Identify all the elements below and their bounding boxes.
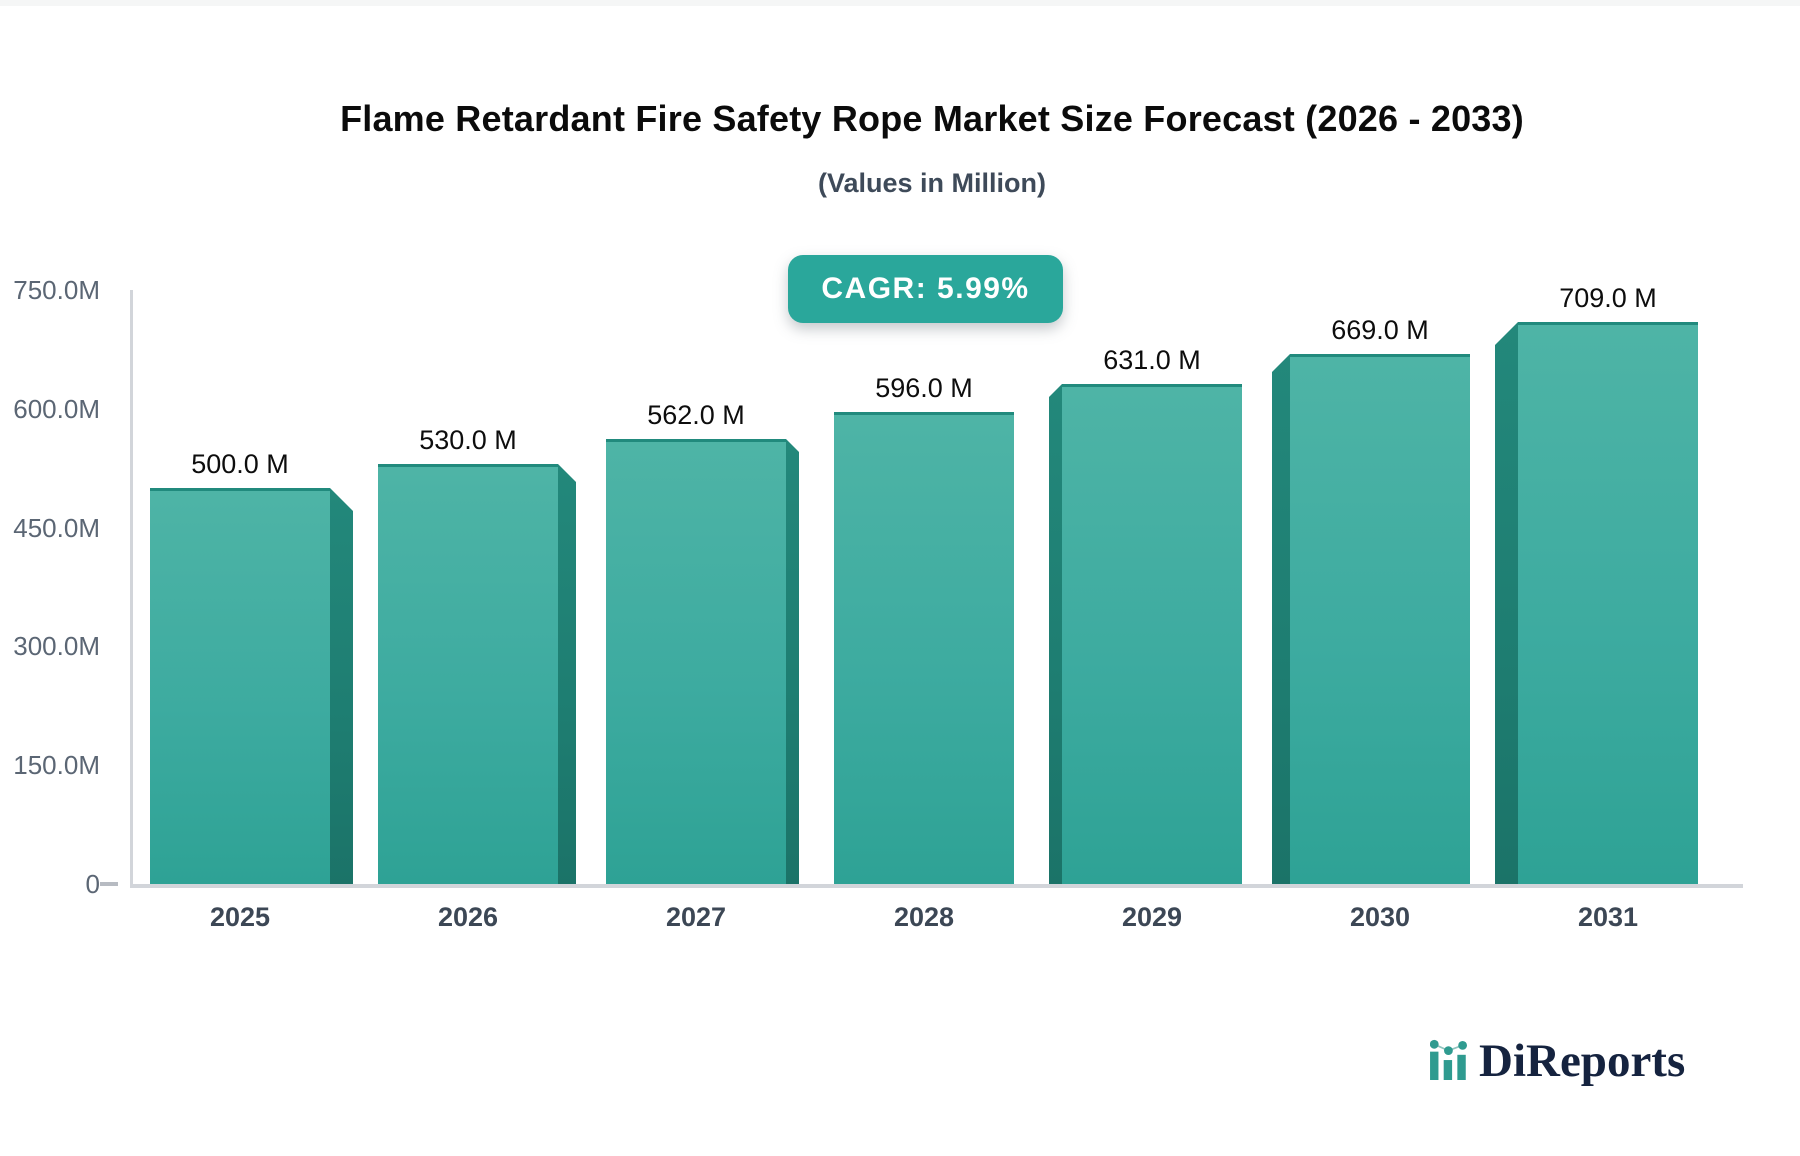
logo-text: DiReports — [1479, 1035, 1686, 1087]
bar-value-label: 669.0 M — [1331, 315, 1429, 345]
bar — [150, 488, 330, 884]
chart-subtitle: (Values in Million) — [817, 168, 1047, 198]
bar-side-face — [786, 439, 799, 884]
bar-value-label: 562.0 M — [647, 400, 745, 430]
x-axis-label: 2027 — [665, 902, 727, 932]
bar — [1518, 322, 1698, 884]
x-axis-label: 2025 — [209, 902, 271, 932]
bar-side-face — [330, 488, 353, 884]
y-axis-tick-label: 0 — [85, 869, 100, 899]
zero-tick-mark — [100, 882, 118, 886]
bar — [834, 412, 1014, 884]
x-axis-label: 2029 — [1121, 902, 1183, 932]
y-axis-tick-label: 300.0M — [13, 631, 100, 662]
x-axis-label: 2026 — [437, 902, 499, 932]
bar — [606, 439, 786, 884]
x-axis-label: 2028 — [893, 902, 955, 932]
x-axis-line — [130, 884, 1743, 888]
bar-side-face — [558, 464, 576, 884]
bar-value-label: 709.0 M — [1559, 283, 1657, 313]
y-axis-tick-label: 450.0M — [13, 512, 100, 543]
top-strip — [0, 0, 1800, 6]
bar-side-face — [1272, 354, 1290, 884]
chart-title: Flame Retardant Fire Safety Rope Market … — [340, 98, 1524, 139]
bar-value-label: 596.0 M — [875, 373, 973, 403]
x-axis-label: 2031 — [1577, 902, 1639, 932]
bar-side-face — [1049, 384, 1062, 884]
bar-value-label: 530.0 M — [419, 425, 517, 455]
bar-side-face — [1495, 322, 1518, 884]
bar-value-label: 500.0 M — [191, 449, 289, 479]
y-axis-tick-label: 750.0M — [13, 275, 100, 305]
mini-bar-line-chart-icon — [1429, 1038, 1470, 1085]
y-axis-line — [130, 290, 133, 884]
x-axis-label: 2030 — [1349, 902, 1411, 932]
bar — [1290, 354, 1470, 884]
bar — [1062, 384, 1242, 884]
bar — [378, 464, 558, 884]
y-axis-tick-label: 600.0M — [13, 393, 100, 424]
cagr-badge: CAGR: 5.99% — [788, 255, 1063, 323]
direports-logo: DiReports — [1429, 1035, 1686, 1087]
y-axis-tick-label: 150.0M — [13, 750, 100, 781]
cagr-badge-label: CAGR: 5.99% — [821, 272, 1030, 305]
bar-value-label: 631.0 M — [1103, 345, 1201, 375]
